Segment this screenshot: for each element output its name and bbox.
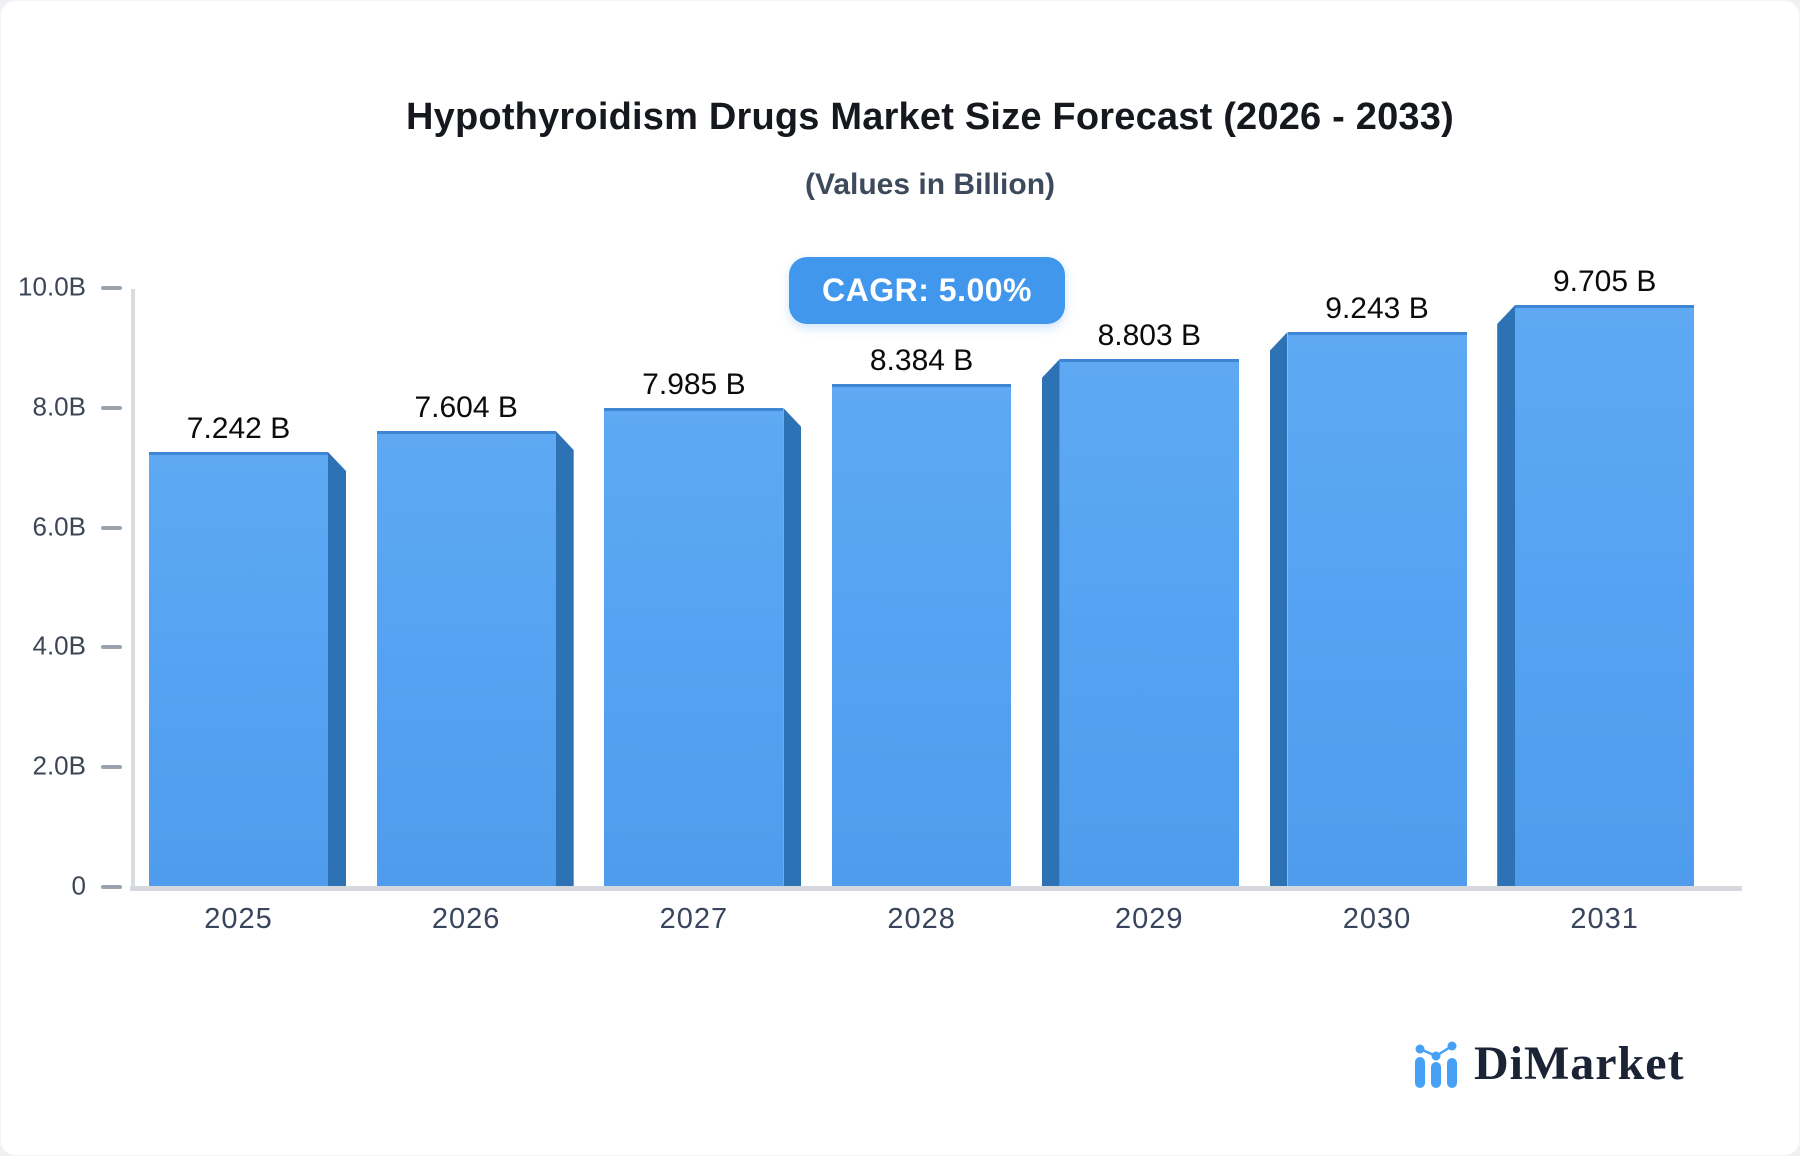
y-tick-label: 10.0B (18, 271, 86, 302)
bar-face (1515, 305, 1695, 886)
y-tick-label: 0 (71, 870, 86, 901)
x-axis-label-2031: 2031 (1570, 903, 1639, 935)
y-tick-dash (101, 286, 122, 290)
y-tick-dash (101, 645, 122, 650)
bar-2030 (1269, 332, 1467, 886)
y-tick-dash (101, 525, 122, 530)
bar-value-label: 8.384 B (869, 344, 974, 377)
bar-2025 (149, 452, 346, 886)
mini-bar-line-chart-icon (1415, 1041, 1457, 1088)
bar-3d-edge (555, 431, 574, 886)
y-tick-label: 8.0B (32, 391, 87, 422)
bar-value-label: 9.243 B (1325, 292, 1429, 325)
chart-title: Hypothyroidism Drugs Market Size Forecas… (406, 96, 1454, 138)
bar-3d-edge (328, 452, 346, 886)
bar-3d-edge (1497, 305, 1516, 886)
chart-subtitle: (Values in Billion) (804, 168, 1056, 201)
brand-logo-text: DiMarket (1474, 1037, 1685, 1090)
bar-face (376, 431, 556, 886)
bar-value-label: 8.803 B (1097, 319, 1201, 352)
bar-face (604, 408, 784, 886)
bar-value-label: 9.705 B (1552, 265, 1657, 298)
bar-2031 (1497, 305, 1695, 886)
bar-3d-edge (1269, 332, 1288, 886)
bar-3d-edge (783, 408, 802, 886)
y-tick-label: 2.0B (32, 750, 87, 781)
x-axis-label-2026: 2026 (431, 903, 501, 935)
bar-face (832, 384, 1012, 886)
bar-value-label: 7.242 B (186, 412, 291, 445)
y-tick-dash (101, 765, 122, 770)
x-axis-label-2030: 2030 (1342, 903, 1412, 935)
x-axis-baseline (130, 886, 1742, 891)
x-axis-label-2029: 2029 (1115, 903, 1184, 935)
cagr-badge-label: CAGR: 5.00% (822, 272, 1032, 308)
y-tick-label: 4.0B (32, 630, 87, 661)
y-tick-label: 6.0B (32, 511, 87, 542)
bar-2029 (1041, 359, 1239, 886)
bar-face (1287, 332, 1467, 886)
brand-logo: DiMarket (1414, 1040, 1685, 1088)
x-axis-label-2027: 2027 (659, 903, 729, 935)
bar-3d-edge (1041, 359, 1060, 886)
cagr-badge: CAGR: 5.00% (789, 257, 1065, 324)
bar-face (149, 452, 328, 886)
y-tick-dash (101, 405, 122, 410)
bar-value-label: 7.604 B (414, 391, 518, 424)
bar-2026 (376, 431, 574, 886)
bar-2027 (604, 408, 802, 886)
x-axis-label-2028: 2028 (887, 903, 956, 935)
bar-value-label: 7.985 B (642, 368, 746, 401)
bar-face (1059, 359, 1239, 886)
x-axis-label-2025: 2025 (204, 903, 273, 935)
bar-2028 (832, 384, 1012, 886)
y-axis-line (131, 289, 135, 888)
y-tick-dash (101, 885, 122, 889)
